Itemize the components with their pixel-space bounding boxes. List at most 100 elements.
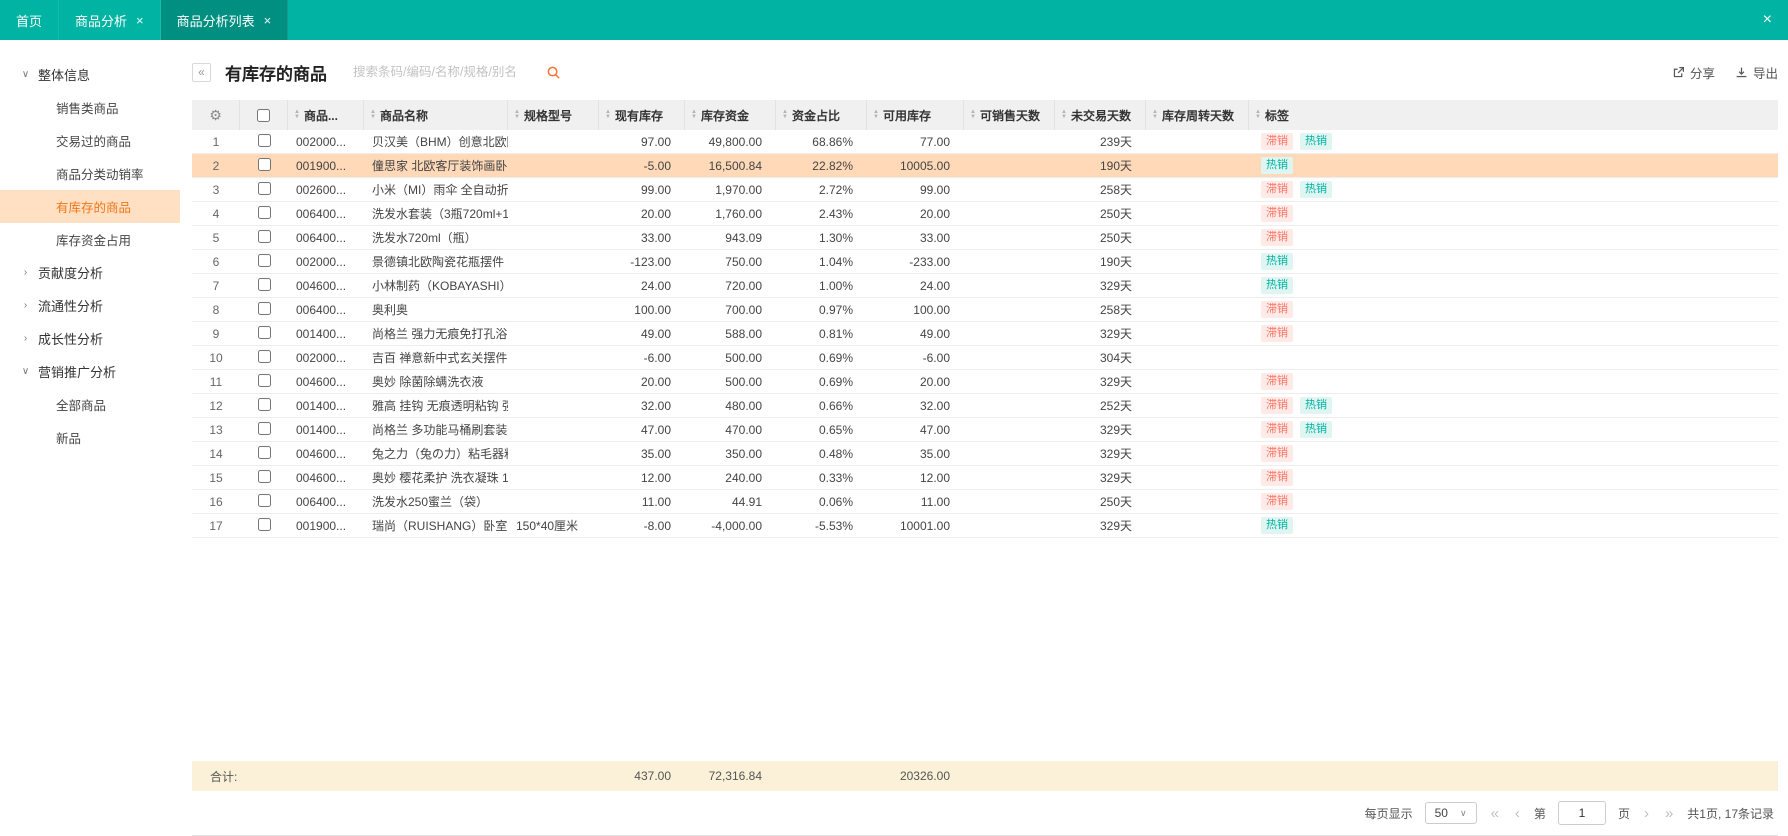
sidebar-group-1[interactable]: ∨ 整体信息 <box>0 58 180 91</box>
row-checkbox[interactable] <box>257 229 271 243</box>
sidebar-group-2[interactable]: › 贡献度分析 <box>0 256 180 289</box>
table-row[interactable]: 12 001400... 雅高 挂钩 无痕透明粘钩 强 32.00 480.00 0.66… <box>192 394 1778 418</box>
sort-icon[interactable]: ▲ ▼ <box>873 109 879 120</box>
row-checkbox[interactable] <box>257 133 271 147</box>
tab-close-icon[interactable]: × <box>136 12 144 28</box>
table-row[interactable]: 11 004600... 奥妙 除菌除螨洗衣液 20.00 500.00 0.69% 20.… <box>192 370 1778 394</box>
column-header-7[interactable]: ▲ ▼ 可用库存 <box>867 100 964 130</box>
row-checkbox[interactable] <box>257 517 271 531</box>
table-row[interactable]: 3 002600... 小米（MI）雨伞 全自动折叠 99.00 1,970.00 2.7… <box>192 178 1778 202</box>
row-checkbox-cell <box>240 301 288 318</box>
row-checkbox[interactable] <box>257 493 271 507</box>
sort-icon[interactable]: ▲ ▼ <box>1061 109 1067 120</box>
row-checkbox[interactable] <box>257 253 271 267</box>
sidebar-group-5[interactable]: ∨ 营销推广分析 <box>0 355 180 388</box>
share-button[interactable]: 分享 <box>1672 63 1715 82</box>
table-row[interactable]: 2 001900... 僮思家 北欧客厅装饰画卧室 -5.00 16,500.84 22.… <box>192 154 1778 178</box>
sidebar-item[interactable]: 新品 <box>56 432 82 446</box>
select-all-checkbox[interactable] <box>257 108 270 122</box>
table-row[interactable]: 16 006400... 洗发水250蜜兰（袋） 11.00 44.91 0.06% 11.… <box>192 490 1778 514</box>
column-header-5[interactable]: ▲ ▼ 库存资金 <box>685 100 776 130</box>
sidebar-item[interactable]: 商品分类动销率 <box>56 168 144 182</box>
row-checkbox[interactable] <box>257 205 271 219</box>
table-row[interactable]: 6 002000... 景德镇北欧陶瓷花瓶摆件 优 -123.00 750.00 1.04… <box>192 250 1778 274</box>
sidebar-group-3[interactable]: › 流通性分析 <box>0 289 180 322</box>
sidebar-collapse-button[interactable]: « <box>192 62 211 82</box>
stock-cell: 100.00 <box>634 302 671 317</box>
available-cell: 77.00 <box>919 134 950 149</box>
column-header-6[interactable]: ▲ ▼ 资金占比 <box>776 100 867 130</box>
prev-page-icon[interactable]: ‹ <box>1514 804 1520 822</box>
page-number-input[interactable] <box>1557 801 1606 825</box>
row-checkbox[interactable] <box>257 445 271 459</box>
export-button[interactable]: 导出 <box>1735 63 1778 82</box>
row-checkbox[interactable] <box>257 325 271 339</box>
next-page-icon[interactable]: › <box>1643 804 1649 822</box>
row-index: 13 <box>209 422 223 437</box>
search-icon[interactable] <box>546 65 561 80</box>
sort-icon[interactable]: ▲ ▼ <box>605 109 611 120</box>
sort-icon[interactable]: ▲ ▼ <box>370 109 376 120</box>
column-header-10[interactable]: ▲ ▼ 库存周转天数 <box>1146 100 1249 130</box>
sidebar-group-4[interactable]: › 成长性分析 <box>0 322 180 355</box>
product-name-cell: 僮思家 北欧客厅装饰画卧室 <box>372 159 508 173</box>
tab-2[interactable]: 商品分析 × <box>59 0 161 40</box>
totals-stock: 437.00 <box>634 769 671 783</box>
no-trade-days-cell: 258天 <box>1099 183 1132 197</box>
column-header-label: 可用库存 <box>882 108 931 123</box>
per-page-select[interactable]: 50 ∨ <box>1424 802 1477 824</box>
product-name-cell: 小米（MI）雨伞 全自动折叠 <box>372 183 508 197</box>
gear-icon[interactable]: ⚙ <box>209 106 222 123</box>
product-code-cell: 004600... <box>296 374 347 389</box>
tab-close-icon[interactable]: × <box>263 12 272 28</box>
table-row[interactable]: 9 001400... 尚格兰 强力无痕免打孔浴室 49.00 588.00 0.81% 4… <box>192 322 1778 346</box>
sort-icon[interactable]: ▲ ▼ <box>294 109 300 120</box>
sidebar-item[interactable]: 全部商品 <box>56 399 107 413</box>
table-row[interactable]: 15 004600... 奥妙 樱花柔护 洗衣凝珠 10 12.00 240.00 0.3… <box>192 466 1778 490</box>
sort-icon[interactable]: ▲ ▼ <box>782 109 788 120</box>
search-input[interactable] <box>353 65 538 79</box>
column-header-9[interactable]: ▲ ▼ 未交易天数 <box>1055 100 1146 130</box>
table-row[interactable]: 10 002000... 吉百 禅意新中式玄关摆件客 -6.00 500.00 0.69%… <box>192 346 1778 370</box>
product-code-cell: 001900... <box>296 158 347 173</box>
sort-icon[interactable]: ▲ ▼ <box>970 109 976 120</box>
sort-icon[interactable]: ▲ ▼ <box>691 109 697 120</box>
row-checkbox[interactable] <box>257 277 271 291</box>
row-checkbox[interactable] <box>257 469 271 483</box>
row-checkbox[interactable] <box>257 301 271 315</box>
table-row[interactable]: 7 004600... 小林制药（KOBAYASHI）日 24.00 720.00 1.0… <box>192 274 1778 298</box>
sidebar-item[interactable]: 库存资金占用 <box>56 234 132 248</box>
table-row[interactable]: 8 006400... 奥利奥 100.00 700.00 0.97% 100.00 258天… <box>192 298 1778 322</box>
column-header-4[interactable]: ▲ ▼ 现有库存 <box>599 100 685 130</box>
last-page-icon[interactable]: » <box>1664 804 1674 822</box>
table-row[interactable]: 17 001900... 瑞尚（RUISHANG）卧室装 150*40厘米 -8.00 -… <box>192 514 1778 538</box>
row-checkbox[interactable] <box>257 157 271 171</box>
column-header-3[interactable]: ▲ ▼ 规格型号 <box>508 100 599 130</box>
row-index: 12 <box>209 398 223 413</box>
column-header-1[interactable]: ▲ ▼ 商品... <box>288 100 364 130</box>
sort-icon[interactable]: ▲ ▼ <box>1152 109 1158 120</box>
row-checkbox[interactable] <box>257 349 271 363</box>
table-row[interactable]: 5 006400... 洗发水720ml（瓶） 33.00 943.09 1.30% 33.… <box>192 226 1778 250</box>
tab-3[interactable]: 商品分析列表 × <box>160 0 289 40</box>
ratio-cell: 22.82% <box>812 158 853 173</box>
table-row[interactable]: 4 006400... 洗发水套装（3瓶720ml+1瓶 20.00 1,760.00 2… <box>192 202 1778 226</box>
column-header-11[interactable]: ▲ ▼ 标签 <box>1249 100 1778 130</box>
table-row[interactable]: 14 004600... 兔之力（兔の力）粘毛器粘 35.00 350.00 0.48% 3… <box>192 442 1778 466</box>
table-row[interactable]: 1 002000... 贝汉美（BHM）创意北欧陶瓷 97.00 49,800.00 68… <box>192 130 1778 154</box>
row-checkbox[interactable] <box>257 397 271 411</box>
close-icon[interactable]: × <box>1762 11 1772 28</box>
sidebar-item[interactable]: 销售类商品 <box>56 102 119 116</box>
table-row[interactable]: 13 001400... 尚格兰 多功能马桶刷套装 马 47.00 470.00 0.65… <box>192 418 1778 442</box>
sort-icon[interactable]: ▲ ▼ <box>1255 109 1261 120</box>
column-header-2[interactable]: ▲ ▼ 商品名称 <box>364 100 508 130</box>
sort-icon[interactable]: ▲ ▼ <box>514 109 520 120</box>
row-checkbox[interactable] <box>257 421 271 435</box>
column-header-8[interactable]: ▲ ▼ 可销售天数 <box>964 100 1055 130</box>
first-page-icon[interactable]: « <box>1490 804 1499 822</box>
row-checkbox[interactable] <box>257 373 271 387</box>
sidebar-item[interactable]: 有库存的商品 <box>0 190 180 223</box>
sidebar-item[interactable]: 交易过的商品 <box>56 135 132 149</box>
tab-1[interactable]: 首页 <box>0 0 60 40</box>
row-checkbox[interactable] <box>257 181 271 195</box>
